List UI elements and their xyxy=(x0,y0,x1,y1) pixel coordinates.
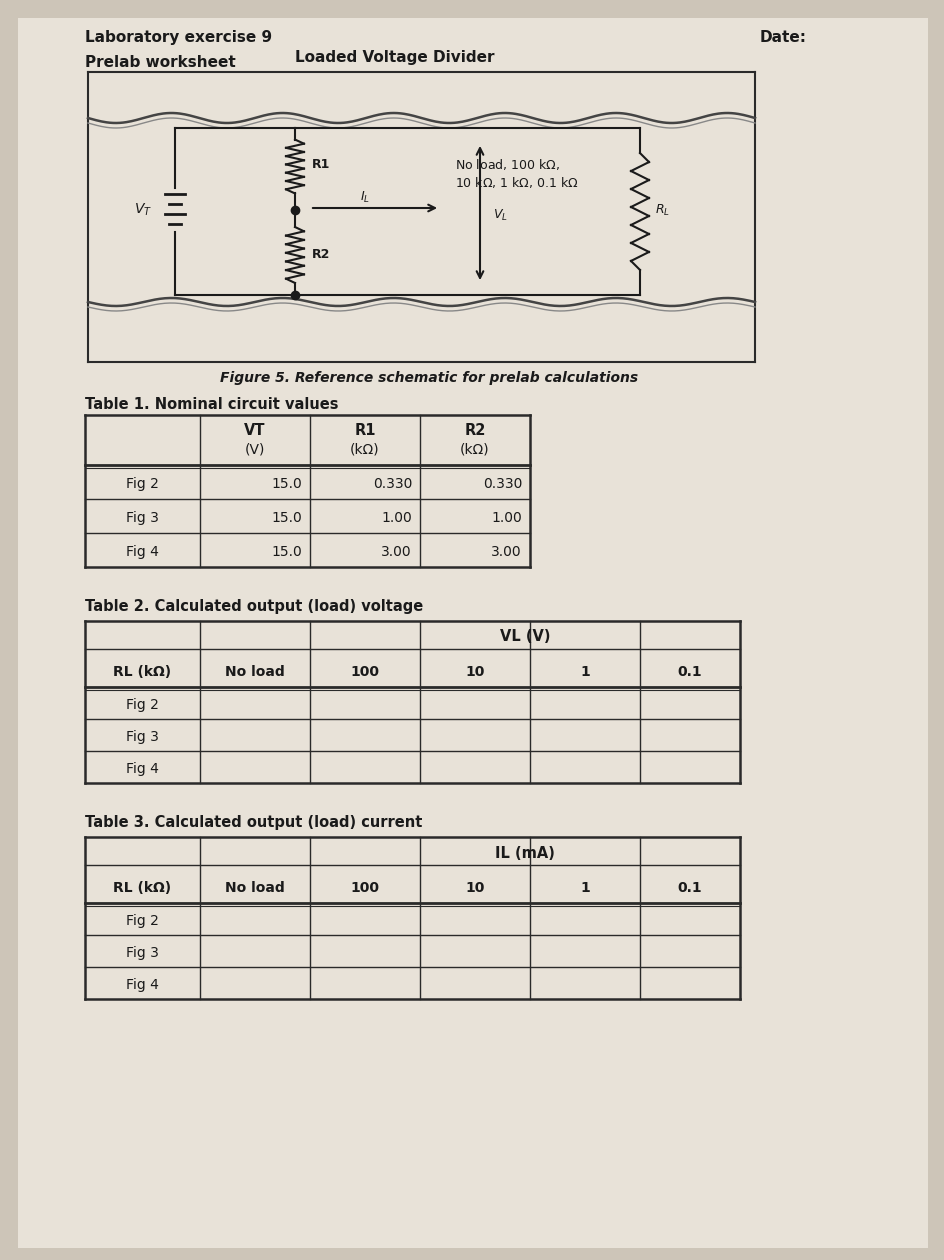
Text: No load, 100 k$\Omega$,: No load, 100 k$\Omega$, xyxy=(454,158,560,173)
Text: $I_L$: $I_L$ xyxy=(360,189,370,204)
Text: Fig 4: Fig 4 xyxy=(126,978,159,992)
Text: 10: 10 xyxy=(464,665,484,679)
Text: R1: R1 xyxy=(354,423,376,438)
Text: 1: 1 xyxy=(580,881,589,895)
Text: IL (mA): IL (mA) xyxy=(495,845,554,861)
Text: No load: No load xyxy=(225,881,284,895)
Text: 3.00: 3.00 xyxy=(491,546,521,559)
Text: $R_L$: $R_L$ xyxy=(654,203,669,218)
Text: 100: 100 xyxy=(350,665,379,679)
Text: 0.1: 0.1 xyxy=(677,665,701,679)
Text: Table 1. Nominal circuit values: Table 1. Nominal circuit values xyxy=(85,397,338,412)
Text: Fig 3: Fig 3 xyxy=(126,512,159,525)
Text: Fig 3: Fig 3 xyxy=(126,946,159,960)
Text: Fig 4: Fig 4 xyxy=(126,762,159,776)
Text: 1: 1 xyxy=(580,665,589,679)
Text: 15.0: 15.0 xyxy=(271,512,302,525)
Text: R2: R2 xyxy=(312,248,330,262)
Text: RL (kΩ): RL (kΩ) xyxy=(113,665,172,679)
Text: VT: VT xyxy=(244,423,265,438)
Text: 10 k$\Omega$, 1 k$\Omega$, 0.1 k$\Omega$: 10 k$\Omega$, 1 k$\Omega$, 0.1 k$\Omega$ xyxy=(454,174,578,189)
Text: Figure 5. Reference schematic for prelab calculations: Figure 5. Reference schematic for prelab… xyxy=(220,370,637,386)
Text: 3.00: 3.00 xyxy=(381,546,412,559)
Text: (kΩ): (kΩ) xyxy=(350,444,379,457)
Text: (V): (V) xyxy=(244,444,265,457)
Text: Fig 4: Fig 4 xyxy=(126,546,159,559)
Text: 10: 10 xyxy=(464,881,484,895)
Text: 15.0: 15.0 xyxy=(271,546,302,559)
Text: Fig 2: Fig 2 xyxy=(126,698,159,712)
Text: Laboratory exercise 9: Laboratory exercise 9 xyxy=(85,30,272,45)
Text: VL (V): VL (V) xyxy=(499,630,549,645)
Text: 0.330: 0.330 xyxy=(372,478,412,491)
Text: 15.0: 15.0 xyxy=(271,478,302,491)
Text: Table 2. Calculated output (load) voltage: Table 2. Calculated output (load) voltag… xyxy=(85,600,423,615)
Text: (kΩ): (kΩ) xyxy=(460,444,489,457)
Text: $V_T$: $V_T$ xyxy=(134,202,152,218)
Text: R1: R1 xyxy=(312,159,330,171)
Text: Loaded Voltage Divider: Loaded Voltage Divider xyxy=(295,50,494,66)
Text: 1.00: 1.00 xyxy=(491,512,521,525)
Text: RL (kΩ): RL (kΩ) xyxy=(113,881,172,895)
Text: 0.330: 0.330 xyxy=(482,478,521,491)
Text: R2: R2 xyxy=(464,423,485,438)
Text: $V_L$: $V_L$ xyxy=(493,208,507,223)
Text: Table 3. Calculated output (load) current: Table 3. Calculated output (load) curren… xyxy=(85,815,422,830)
Text: 0.1: 0.1 xyxy=(677,881,701,895)
Text: Fig 2: Fig 2 xyxy=(126,914,159,929)
Text: Fig 2: Fig 2 xyxy=(126,478,159,491)
Text: No load: No load xyxy=(225,665,284,679)
Text: 1.00: 1.00 xyxy=(380,512,412,525)
Text: 100: 100 xyxy=(350,881,379,895)
Text: Date:: Date: xyxy=(759,30,806,45)
Text: Prelab worksheet: Prelab worksheet xyxy=(85,55,235,71)
Text: Fig 3: Fig 3 xyxy=(126,730,159,743)
